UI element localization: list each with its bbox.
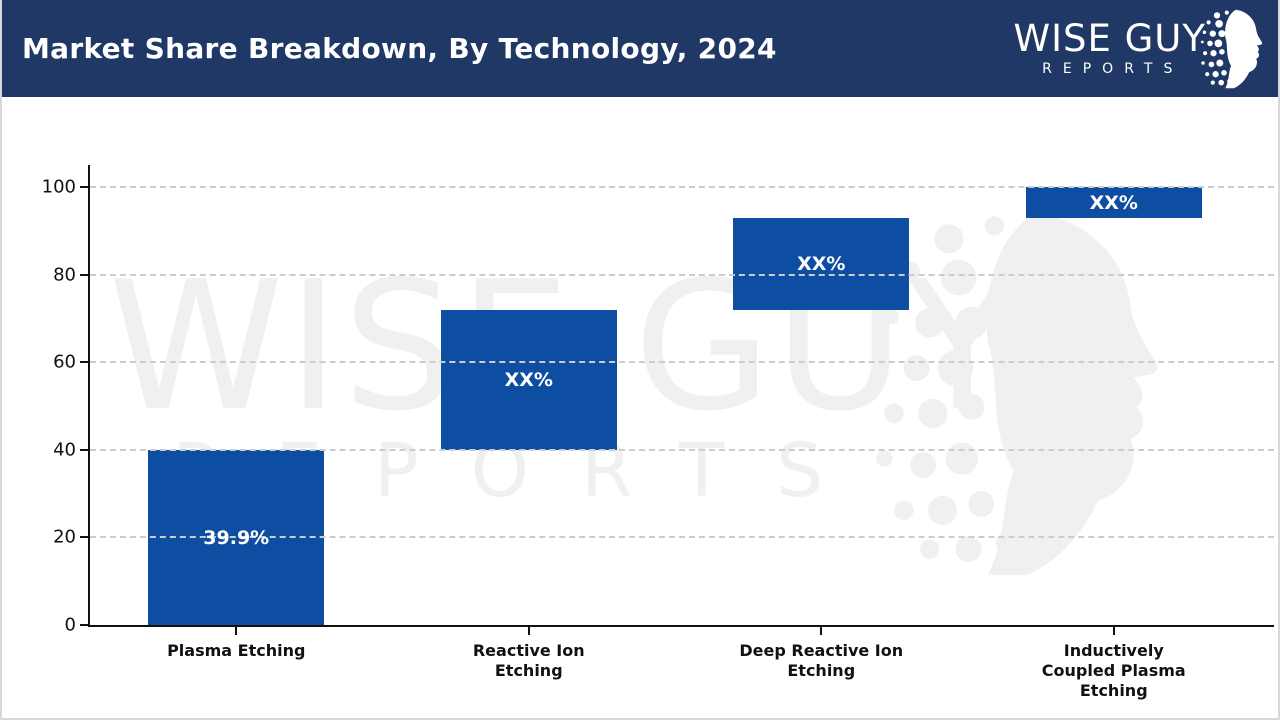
gridline-100 [90,186,1274,188]
gridline-60 [90,361,1274,364]
y-tick-20 [80,536,88,539]
y-tick-40 [80,448,88,451]
y-tick-100 [80,186,88,188]
market-share-waterfall-chart: WISE GUY REPORTS 39.9% XX% XX% XX% 0 20 40 60 80… [2,97,1278,718]
y-tick-label-80: 80 [53,264,76,286]
gridline-80 [90,273,1274,276]
y-axis-line [88,165,90,627]
y-tick-0 [80,624,88,626]
x-axis-line [88,625,1274,627]
category-label-inductively-coupled-plasma-etching: Inductively Coupled Plasma Etching [1041,641,1186,700]
y-tick-label-60: 60 [53,351,76,373]
header-banner: Market Share Breakdown, By Technology, 2… [2,0,1278,97]
gridline-40 [90,448,1274,451]
category-label-plasma-etching: Plasma Etching [167,641,306,660]
x-tick-reactive-ion-etching [527,627,530,635]
logo-name-text: WISE GUY [1013,17,1206,61]
brand-logo: WISE GUY REPORTS [1014,5,1266,92]
y-tick-label-40: 40 [53,439,76,461]
y-tick-label-0: 0 [64,614,76,636]
logo-head-icon [1196,7,1266,91]
bar-value-label-reactive-ion-etching: XX% [504,369,553,392]
x-tick-plasma-etching [235,627,238,635]
x-tick-deep-reactive-ion-etching [820,627,823,635]
x-tick-inductively-coupled-plasma-etching [1112,627,1115,635]
bar-reactive-ion-etching [440,310,617,451]
category-label-reactive-ion-etching: Reactive Ion Etching [472,641,585,680]
y-tick-label-100: 100 [41,176,76,198]
bar-inductively-coupled-plasma-etching [1025,187,1202,219]
bar-value-label-inductively-coupled-plasma-etching: XX% [1089,191,1138,214]
bar-value-label-deep-reactive-ion-etching: XX% [797,253,846,276]
y-tick-80 [80,273,88,276]
y-tick-label-20: 20 [53,526,76,548]
y-tick-60 [80,361,88,364]
logo-subtitle-text: REPORTS [1042,60,1184,77]
category-label-deep-reactive-ion-etching: Deep Reactive Ion Etching [739,641,904,680]
bar-value-label-plasma-etching: 39.9% [203,526,270,549]
page-title: Market Share Breakdown, By Technology, 2… [22,32,777,65]
logo-wordmark: WISE GUY REPORTS [1013,17,1206,77]
bar-deep-reactive-ion-etching [733,218,910,311]
gridline-20 [90,536,1274,539]
